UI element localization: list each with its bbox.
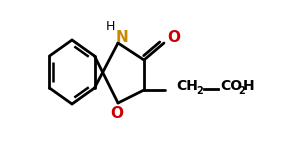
Text: CH: CH	[176, 79, 198, 93]
Text: H: H	[105, 20, 115, 33]
Text: H: H	[243, 79, 255, 93]
Text: 2: 2	[196, 86, 203, 96]
Text: O: O	[168, 29, 181, 44]
Text: N: N	[116, 30, 128, 45]
Text: CO: CO	[220, 79, 242, 93]
Text: 2: 2	[238, 86, 245, 96]
Text: O: O	[111, 106, 124, 121]
